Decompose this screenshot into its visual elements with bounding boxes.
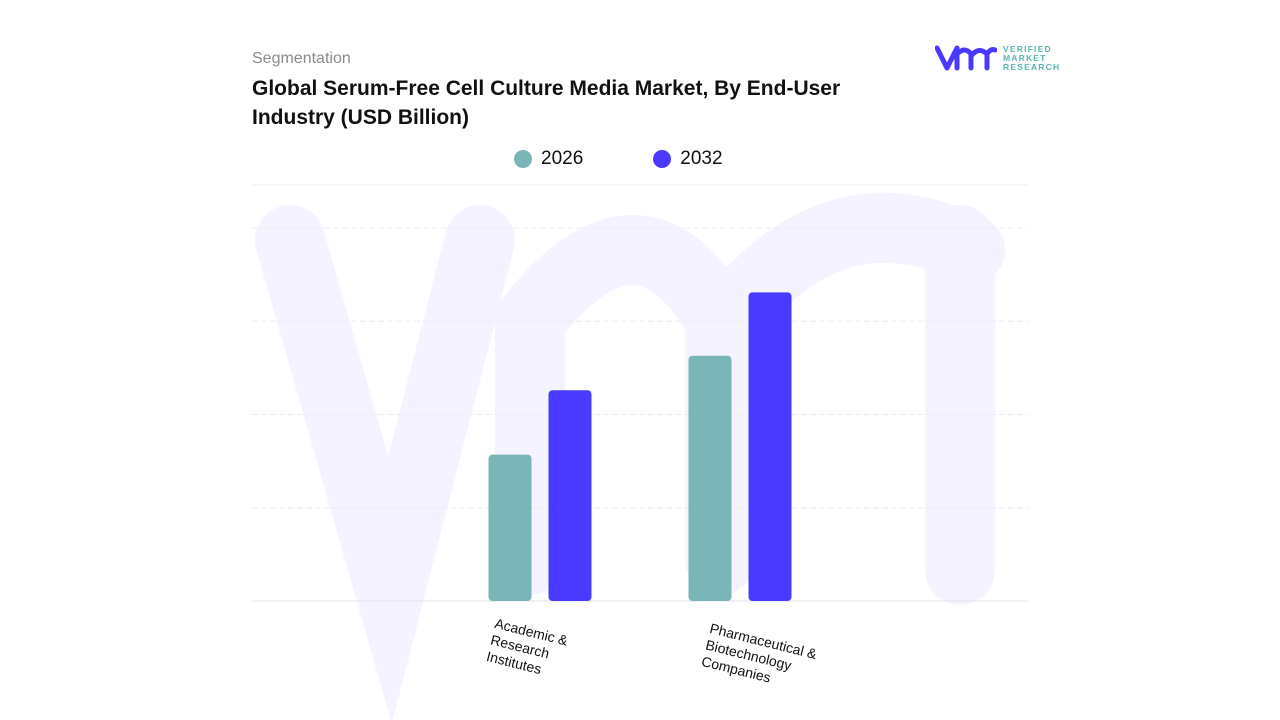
legend-dot-2026 — [514, 150, 532, 168]
logo-line-1: VERIFIED — [1003, 43, 1052, 54]
bar-2026-1 — [688, 355, 732, 601]
bar-2032-1 — [748, 292, 792, 601]
watermark — [255, 192, 1005, 720]
bar-2032-0 — [548, 390, 592, 601]
logo-line-2: MARKET — [1003, 52, 1047, 63]
bar-2026-0 — [488, 454, 532, 601]
legend-label-2032: 2032 — [680, 148, 723, 169]
legend-item-2032[interactable]: 2032 — [653, 148, 723, 170]
vmr-logo-icon — [935, 45, 997, 71]
legend-item-2026[interactable]: 2026 — [514, 148, 583, 170]
logo-line-3: RESEARCH — [1003, 61, 1061, 72]
legend: 2026 2032 — [514, 148, 723, 170]
segment-label: Segmentation — [252, 50, 351, 67]
chart-title: Global Serum-Free Cell Culture Media Mar… — [252, 77, 841, 129]
legend-label-2026: 2026 — [541, 148, 584, 169]
vmr-logo: VERIFIED MARKET RESEARCH — [935, 44, 1060, 72]
legend-dot-2032 — [653, 150, 672, 168]
